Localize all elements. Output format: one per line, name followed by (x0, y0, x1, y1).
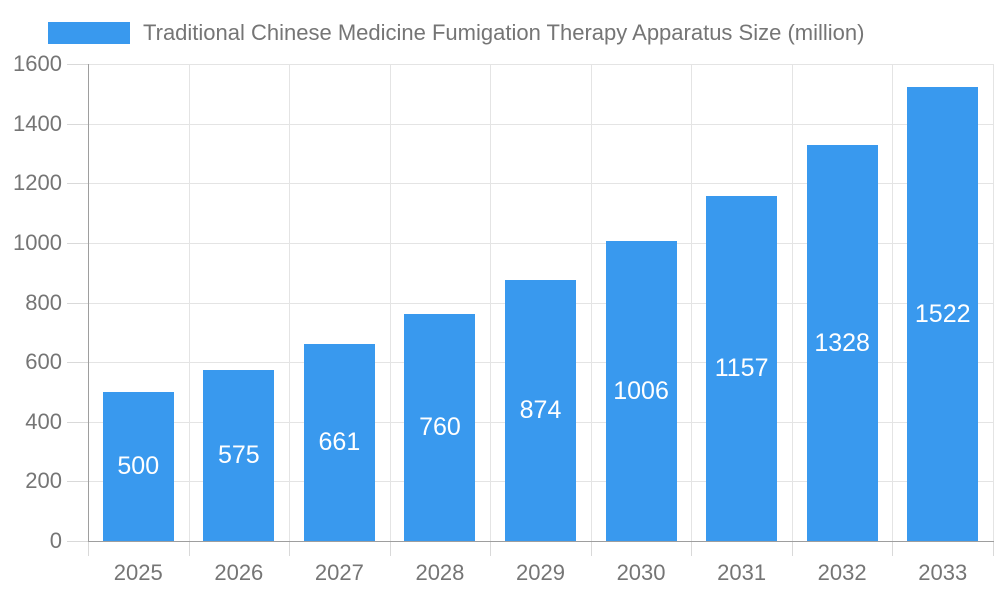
bar-2030: 1006 (605, 241, 677, 541)
bar-value-label: 760 (419, 413, 461, 442)
x-axis-line (88, 541, 994, 542)
gridline-horizontal (88, 123, 993, 125)
x-axis-tick (389, 542, 391, 556)
y-axis-tick-label: 1600 (13, 51, 62, 76)
bar-value-label: 500 (117, 451, 160, 480)
bar-2028: 760 (404, 314, 476, 541)
x-axis-tick (88, 542, 89, 556)
x-axis-tick-label: 2026 (214, 560, 264, 585)
bar-value-label: 1522 (914, 299, 971, 328)
bar-2032: 1328 (806, 145, 878, 541)
y-axis-tick (67, 362, 88, 364)
gridline-vertical (289, 64, 291, 541)
x-axis-tick-label: 2027 (314, 560, 364, 585)
y-axis-line (88, 64, 89, 542)
x-axis-tick (993, 542, 994, 556)
bar-value-label: 1157 (714, 354, 769, 383)
x-axis-tick-label: 2033 (918, 560, 968, 585)
y-axis-tick (67, 64, 88, 65)
x-axis-tick-label: 2028 (415, 560, 465, 585)
gridline-vertical (993, 64, 994, 541)
y-axis-tick (67, 541, 88, 542)
gridline-vertical (490, 64, 492, 541)
x-axis-tick (791, 542, 793, 556)
x-axis-tick (691, 542, 693, 556)
y-axis-tick-label: 400 (25, 408, 62, 434)
bar-2033: 1522 (907, 87, 979, 541)
gridline-vertical (791, 64, 793, 541)
y-axis-tick (67, 302, 88, 304)
gridline-vertical (188, 64, 190, 541)
bar-2025: 500 (102, 391, 174, 541)
bar-value-label: 874 (519, 396, 562, 425)
bar-value-label: 1328 (814, 328, 870, 357)
y-axis-tick-label: 800 (25, 289, 62, 315)
y-axis-tick (67, 481, 88, 483)
y-axis-tick-label: 1000 (13, 229, 62, 255)
x-axis-tick (590, 542, 592, 556)
bar-value-label: 661 (318, 427, 361, 456)
x-axis-tick (188, 542, 190, 556)
x-axis-tick-label: 2025 (113, 560, 163, 585)
legend-swatch (48, 22, 130, 44)
x-axis-tick-label: 2030 (616, 560, 666, 585)
y-axis-tick-label: 200 (25, 468, 62, 494)
x-axis-tick-label: 2029 (516, 560, 565, 585)
gridline-vertical (590, 64, 592, 541)
chart-legend: Traditional Chinese Medicine Fumigation … (48, 20, 864, 46)
gridline-horizontal (88, 183, 993, 185)
gridline-vertical (892, 64, 894, 541)
bar-2029: 874 (505, 280, 576, 541)
y-axis-tick-label: 600 (25, 349, 62, 375)
x-axis-tick (892, 542, 894, 556)
bar-2031: 1157 (706, 196, 778, 541)
bar-2027: 661 (303, 343, 375, 541)
x-axis-tick-label: 2032 (817, 560, 867, 585)
y-axis-tick (67, 242, 88, 244)
gridline-horizontal (88, 64, 993, 65)
y-axis-tick (67, 123, 88, 125)
y-axis-tick-label: 1400 (13, 110, 62, 136)
y-axis-tick-label: 0 (49, 528, 62, 553)
gridline-vertical (691, 64, 693, 541)
y-axis-tick (67, 183, 88, 185)
gridline-horizontal (88, 242, 993, 244)
x-axis-tick (490, 542, 492, 556)
y-axis-tick-label: 1200 (13, 170, 62, 196)
y-axis-tick (67, 421, 88, 423)
bar-2026: 575 (203, 369, 275, 541)
legend-label: Traditional Chinese Medicine Fumigation … (143, 20, 865, 45)
bar-value-label: 575 (217, 440, 260, 469)
gridline-vertical (389, 64, 391, 541)
bar-value-label: 1006 (613, 376, 669, 405)
x-axis-tick-label: 2031 (717, 560, 767, 585)
x-axis-tick (289, 542, 291, 556)
